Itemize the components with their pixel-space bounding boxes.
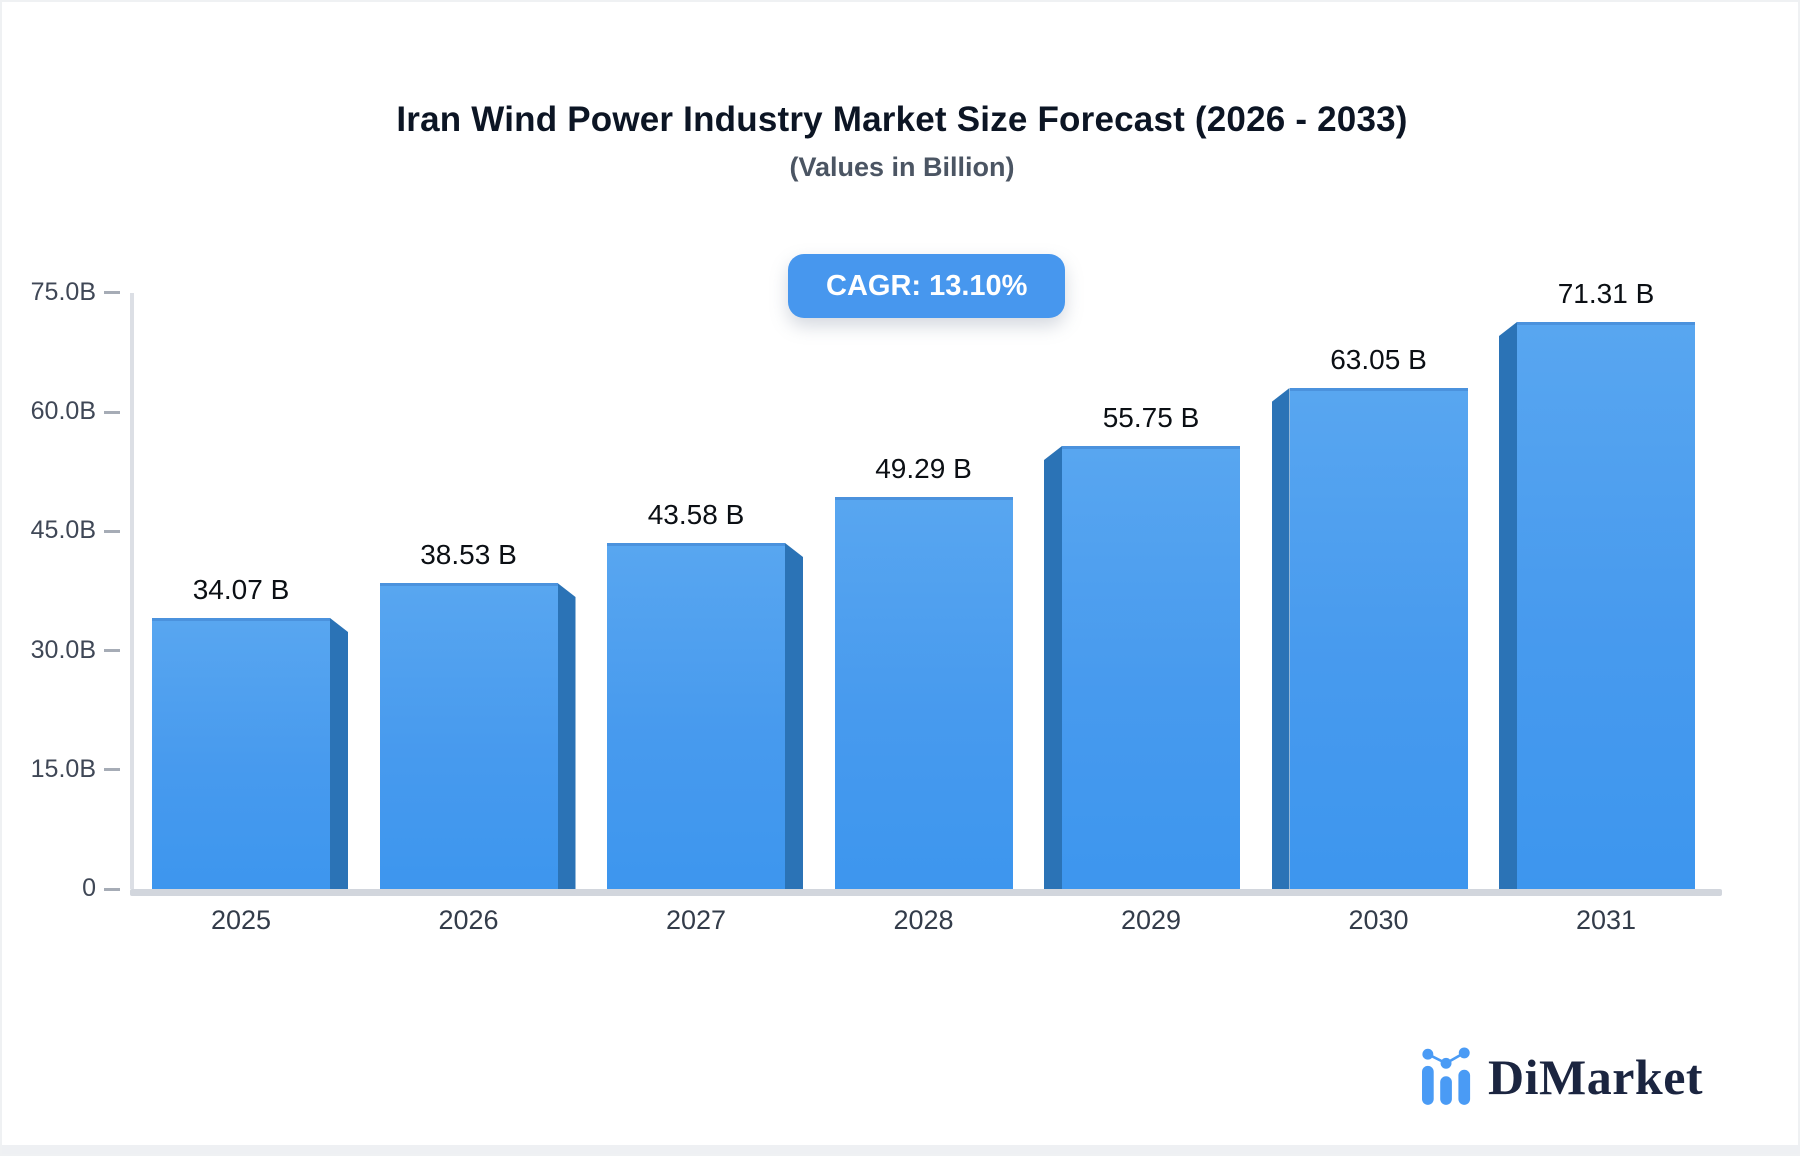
y-axis-label: 45.0B [30, 516, 96, 545]
chart-subtitle: (Values in Billion) [789, 152, 1015, 182]
bar-value-label-2026: 38.53 B [420, 539, 517, 570]
y-axis-tick [104, 649, 120, 652]
y-axis-tick [104, 887, 120, 891]
cagr-badge: CAGR: 13.10% [788, 254, 1066, 318]
bar-2027-side-face [785, 543, 803, 889]
bar-value-label-2027: 43.58 B [647, 499, 745, 530]
bar-value-label-2030: 63.05 B [1330, 344, 1427, 375]
y-axis-tick [104, 768, 120, 772]
x-axis-label-2028: 2028 [893, 905, 954, 935]
bar-2031-side-face [1499, 322, 1517, 889]
y-axis-label: 15.0B [30, 754, 96, 783]
x-axis-label-2027: 2027 [665, 905, 727, 935]
y-axis-label: 0 [82, 874, 96, 902]
page-bottom-edge [2, 1145, 1800, 1154]
bar-2029[interactable] [1062, 446, 1240, 889]
bar-2028[interactable] [834, 497, 1013, 889]
brand-logo: DiMarket [1422, 1042, 1742, 1112]
y-axis-line [130, 293, 134, 889]
x-axis-label-2031: 2031 [1575, 905, 1637, 935]
bar-2027[interactable] [607, 543, 785, 889]
bar-2025[interactable] [152, 618, 330, 889]
bar-value-label-2031: 71.31 B [1557, 278, 1655, 309]
x-axis-label-2025: 2025 [210, 905, 272, 935]
chart-title: Iran Wind Power Industry Market Size For… [396, 100, 1408, 139]
bar-2030[interactable] [1289, 388, 1468, 889]
y-axis-label: 75.0B [30, 277, 96, 306]
bar-value-label-2025: 34.07 B [192, 574, 290, 605]
x-axis-baseline [130, 889, 1722, 896]
y-axis-label: 30.0B [30, 635, 96, 664]
x-axis-label-2029: 2029 [1120, 905, 1182, 935]
y-axis-tick [104, 291, 120, 295]
dimarket-chart-icon [1422, 1044, 1474, 1111]
y-axis-tick [104, 410, 120, 414]
brand-name: DiMarket [1488, 1049, 1704, 1105]
bar-2031[interactable] [1517, 322, 1695, 889]
y-axis-label: 60.0B [30, 397, 96, 425]
bar-2026-side-face [557, 583, 576, 889]
x-axis-label-2026: 2026 [438, 905, 499, 935]
y-axis-tick [104, 529, 120, 533]
bar-2026[interactable] [379, 583, 558, 889]
bar-value-label-2028: 49.29 B [875, 453, 972, 484]
bar-2025-side-face [330, 618, 348, 889]
bar-value-label-2029: 55.75 B [1102, 402, 1200, 433]
bar-2029-side-face [1044, 446, 1062, 889]
x-axis-label-2030: 2030 [1348, 905, 1409, 935]
bar-2030-side-face [1271, 388, 1290, 889]
